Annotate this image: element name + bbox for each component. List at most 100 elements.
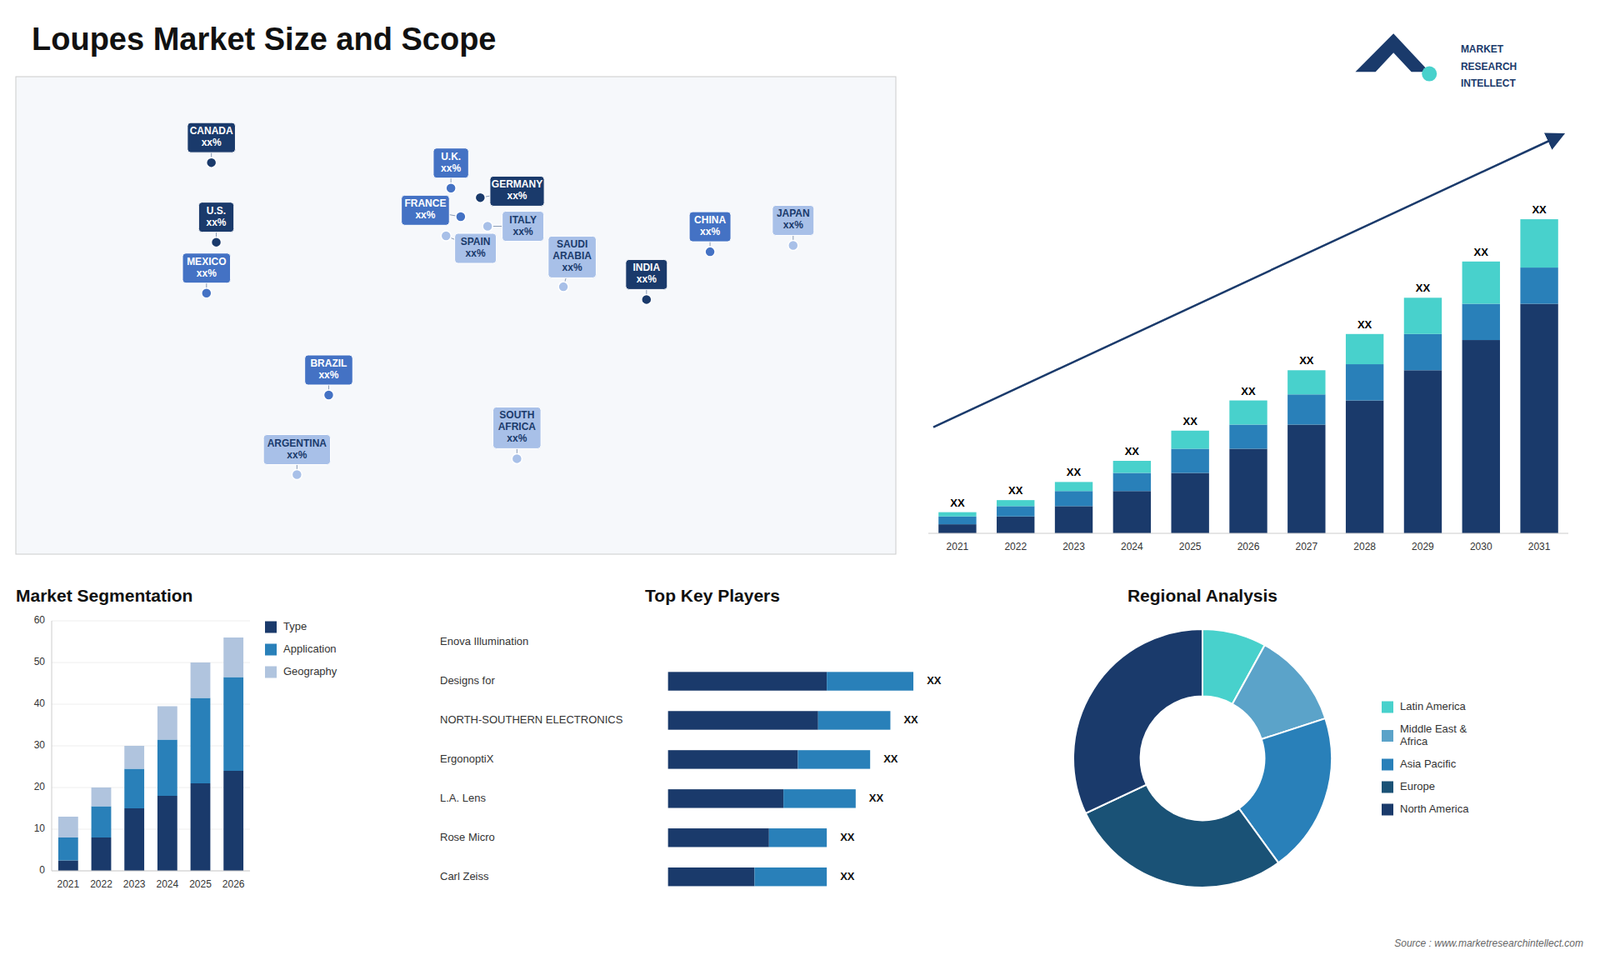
- bar: [58, 816, 79, 838]
- bar: [1404, 297, 1442, 334]
- x-tick-label: 2024: [1120, 540, 1144, 553]
- legend: TypeApplicationGeography: [265, 620, 338, 679]
- map-label: MEXICOxx%: [186, 255, 226, 280]
- text-line: U.S.: [206, 205, 226, 217]
- grid-line: [51, 704, 250, 705]
- data-label: XX: [1008, 484, 1024, 497]
- x-tick-label: 2028: [1353, 540, 1376, 553]
- bar: [797, 750, 870, 769]
- x-tick-label: 2030: [1470, 540, 1493, 553]
- bar: [91, 806, 112, 839]
- text-line: Middle East &: [1400, 722, 1468, 735]
- donut-slice: [1073, 629, 1203, 814]
- grid-line: [51, 620, 250, 622]
- y-tick-label: NORTH-SOUTHERN ELECTRONICS: [440, 713, 624, 726]
- data-label: XX: [1125, 445, 1140, 458]
- bar: [1287, 425, 1325, 534]
- text-line: xx%: [415, 209, 435, 221]
- x-axis-line: [928, 533, 1569, 535]
- map-label-box: [548, 235, 597, 278]
- data-label: XX: [1474, 245, 1490, 259]
- map-point: [455, 211, 466, 222]
- map-point: [558, 281, 569, 292]
- y-tick-label: 30: [34, 739, 46, 751]
- text-line: GERMANY: [491, 179, 543, 191]
- map-leaders: [206, 137, 794, 475]
- x-axis-line: [51, 870, 250, 872]
- x-tick-label: 2024: [155, 878, 179, 890]
- legend-label: Latin America: [1400, 700, 1467, 713]
- text-line: MEXICO: [186, 255, 226, 268]
- bar: [1170, 473, 1209, 534]
- text-line: xx%: [636, 274, 657, 286]
- source-text: Source : www.marketresearchintellect.com: [1394, 937, 1584, 950]
- map-label-box: [401, 195, 450, 225]
- x-tick-label: 2027: [1295, 540, 1318, 553]
- text-line: AFRICA: [498, 421, 537, 434]
- data-label: XX: [1299, 354, 1315, 367]
- text-line: INDIA: [632, 262, 660, 275]
- bar: [223, 677, 244, 772]
- map-point: [641, 294, 652, 305]
- map-label: SPAINxx%: [460, 235, 491, 260]
- map-label-box: [182, 253, 231, 284]
- x-tick-label: 2025: [189, 878, 212, 890]
- y-tick-label: Carl Zeiss: [440, 870, 490, 883]
- bar: [124, 745, 145, 770]
- text-line: xx%: [196, 267, 217, 280]
- legend-label: Middle East &Africa: [1400, 722, 1468, 748]
- map-point: [445, 183, 456, 194]
- legend-swatch: [265, 666, 277, 679]
- x-tick-label: 2022: [1004, 540, 1027, 553]
- text-line: xx%: [507, 190, 528, 203]
- bar: [1229, 425, 1267, 450]
- legend-swatch: [1381, 781, 1394, 794]
- map-point: [201, 288, 212, 299]
- logo-text: INTELLECT: [1460, 77, 1517, 90]
- bar: [938, 512, 976, 517]
- map-label-box: [625, 259, 668, 290]
- map-point: [482, 221, 493, 232]
- data-label: XX: [840, 870, 855, 883]
- bar: [157, 706, 178, 740]
- text-line: xx%: [783, 220, 804, 232]
- grid-line: [51, 787, 250, 789]
- legend-label: Geography: [283, 665, 338, 678]
- bar: [1113, 490, 1151, 534]
- legend-swatch: [265, 621, 277, 634]
- bar: [1113, 473, 1151, 492]
- bar: [91, 837, 112, 871]
- map-label-box: [490, 175, 545, 206]
- text-line: BRAZIL: [310, 357, 347, 370]
- text-line: xx%: [700, 225, 720, 238]
- data-label: XX: [950, 496, 965, 510]
- bar: [1345, 364, 1384, 400]
- bar: [769, 828, 827, 847]
- logo-dot: [1421, 66, 1437, 82]
- map-label-box: [689, 211, 731, 242]
- bar: [1520, 219, 1558, 268]
- text-line: CHINA: [694, 214, 726, 226]
- y-tick-label: 10: [34, 822, 46, 835]
- bar: [1462, 261, 1500, 305]
- map-label: CANADAxx%: [190, 125, 234, 149]
- bar: [1287, 370, 1325, 395]
- text-line: xx%: [286, 449, 307, 461]
- map-point: [211, 237, 222, 248]
- text-line: xx%: [506, 433, 527, 445]
- text-line: Africa: [1400, 735, 1429, 748]
- text-line: xx%: [513, 225, 534, 238]
- bar: [996, 505, 1035, 516]
- bar: [667, 632, 669, 651]
- bar: [223, 770, 244, 871]
- logo-text: MARKET: [1460, 43, 1505, 55]
- map-label-box: [455, 233, 497, 264]
- map-label: GERMANYxx%: [491, 179, 543, 203]
- data-label: XX: [1066, 465, 1082, 479]
- legend-label: Application: [283, 642, 337, 655]
- bar: [667, 671, 827, 690]
- map-label-box: [263, 435, 330, 465]
- y-tick-label: Enova Illumination: [440, 635, 529, 648]
- map-point: [206, 157, 217, 168]
- bar: [1055, 490, 1093, 506]
